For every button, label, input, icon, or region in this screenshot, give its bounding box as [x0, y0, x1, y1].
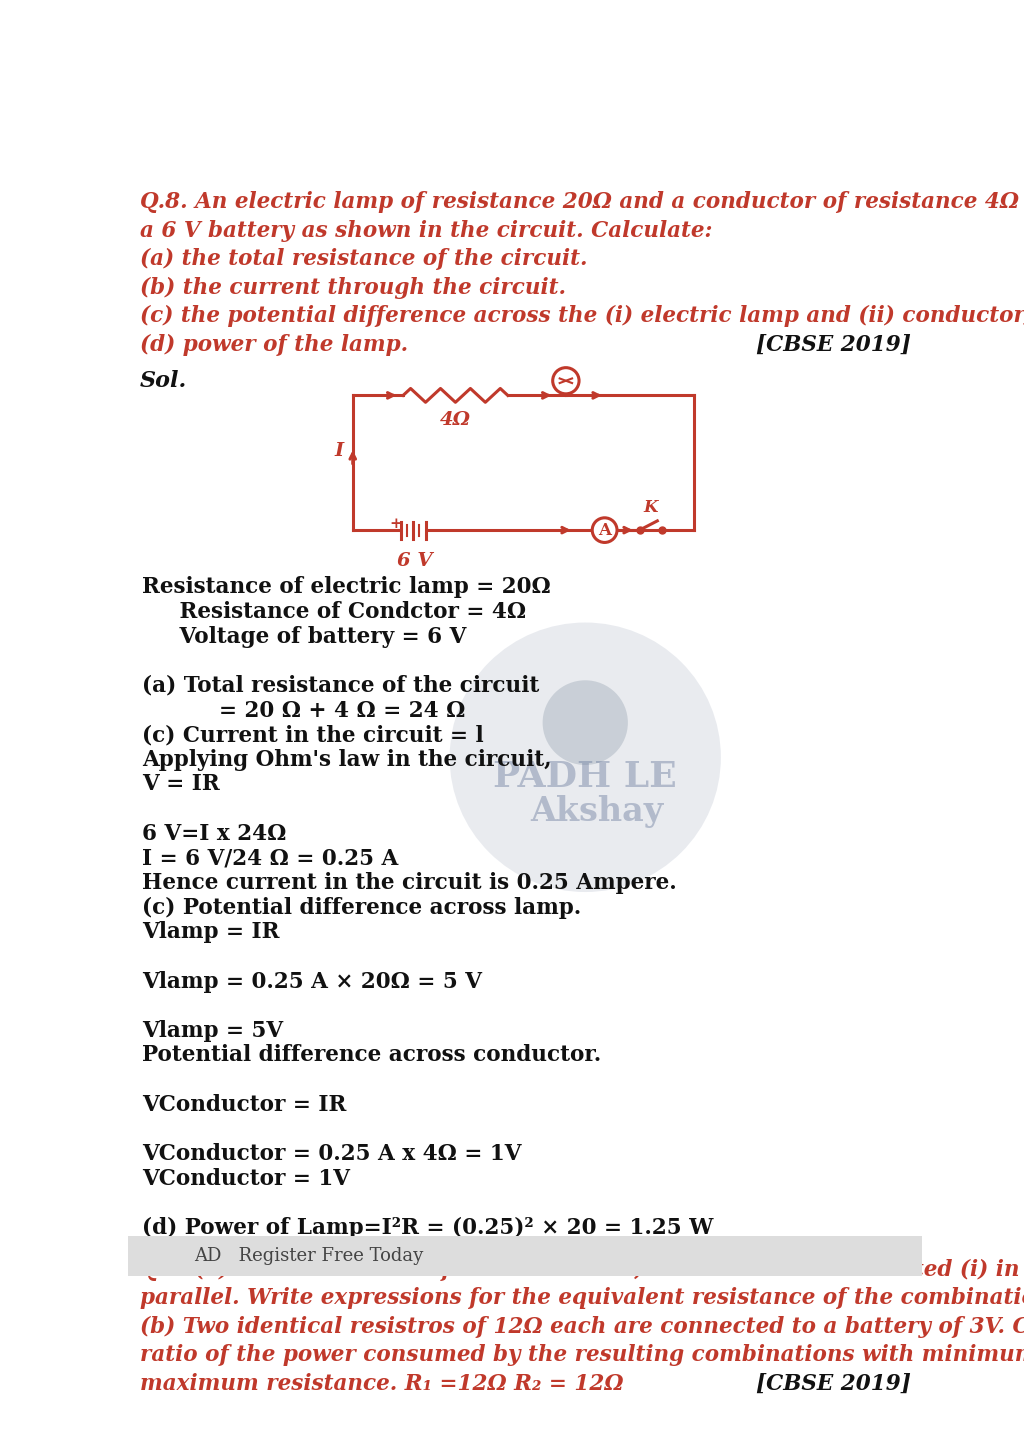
- Text: VConductor = IR: VConductor = IR: [142, 1094, 346, 1116]
- Text: Resistance of Condctor = 4Ω: Resistance of Condctor = 4Ω: [142, 601, 526, 622]
- Text: Hence current in the circuit is 0.25 Ampere.: Hence current in the circuit is 0.25 Amp…: [142, 872, 677, 893]
- Text: (a) the total resistance of the circuit.: (a) the total resistance of the circuit.: [139, 248, 587, 271]
- Text: Q.8. An electric lamp of resistance 20Ω and a conductor of resistance 4Ω are con: Q.8. An electric lamp of resistance 20Ω …: [139, 191, 1024, 214]
- Text: Q.9. (a) Three resistors of resistances R1, R2 and R3 are connected (i) in serie: Q.9. (a) Three resistors of resistances …: [139, 1259, 1024, 1281]
- Text: parallel. Write expressions for the equivalent resistance of the combination in : parallel. Write expressions for the equi…: [139, 1288, 1024, 1309]
- Text: [CBSE 2019]: [CBSE 2019]: [756, 334, 910, 356]
- Text: (c) Current in the circuit = l: (c) Current in the circuit = l: [142, 724, 483, 746]
- Circle shape: [450, 622, 721, 892]
- Text: Vlamp = 5V: Vlamp = 5V: [142, 1020, 283, 1043]
- Text: ratio of the power consumed by the resulting combinations with minimum resistanc: ratio of the power consumed by the resul…: [139, 1344, 1024, 1367]
- Text: (d) Power of Lamp=I²R = (0.25)² × 20 = 1.25 W: (d) Power of Lamp=I²R = (0.25)² × 20 = 1…: [142, 1217, 714, 1239]
- Text: A: A: [598, 522, 611, 539]
- Text: (c) the potential difference across the (i) electric lamp and (ii) conductor, an: (c) the potential difference across the …: [139, 305, 1024, 327]
- Text: 4Ω: 4Ω: [440, 410, 471, 429]
- Text: VConductor = 1V: VConductor = 1V: [142, 1167, 350, 1190]
- Text: 6 V: 6 V: [397, 552, 432, 569]
- Text: (b) Two identical resistros of 12Ω each are connected to a battery of 3V. Calcul: (b) Two identical resistros of 12Ω each …: [139, 1315, 1024, 1338]
- Text: VConductor = 0.25 A x 4Ω = 1V: VConductor = 0.25 A x 4Ω = 1V: [142, 1143, 521, 1164]
- Text: Akshay: Akshay: [530, 794, 664, 827]
- Text: = 20 Ω + 4 Ω = 24 Ω: = 20 Ω + 4 Ω = 24 Ω: [174, 700, 466, 721]
- Text: Potential difference across conductor.: Potential difference across conductor.: [142, 1044, 601, 1067]
- Text: Vlamp = IR: Vlamp = IR: [142, 921, 280, 944]
- Circle shape: [543, 680, 628, 764]
- Text: (c) Potential difference across lamp.: (c) Potential difference across lamp.: [142, 896, 582, 919]
- Text: (a) Total resistance of the circuit: (a) Total resistance of the circuit: [142, 675, 540, 697]
- Text: Sol.: Sol.: [139, 370, 186, 391]
- Text: I = 6 V/24 Ω = 0.25 A: I = 6 V/24 Ω = 0.25 A: [142, 847, 398, 869]
- Circle shape: [592, 518, 617, 542]
- Text: a 6 V battery as shown in the circuit. Calculate:: a 6 V battery as shown in the circuit. C…: [139, 219, 712, 242]
- Text: maximum resistance. R₁ =12Ω R₂ = 12Ω: maximum resistance. R₁ =12Ω R₂ = 12Ω: [139, 1372, 624, 1394]
- Text: PADH LE: PADH LE: [494, 760, 677, 793]
- Text: V = IR: V = IR: [142, 773, 220, 796]
- Text: [CBSE 2019]: [CBSE 2019]: [756, 1372, 910, 1394]
- Text: (d) power of the lamp.: (d) power of the lamp.: [139, 334, 408, 356]
- Text: (b) the current through the circuit.: (b) the current through the circuit.: [139, 277, 565, 298]
- Text: Applying Ohm's law in the circuit,: Applying Ohm's law in the circuit,: [142, 749, 552, 771]
- Text: AD   Register Free Today: AD Register Free Today: [194, 1248, 423, 1265]
- Text: K: K: [644, 499, 658, 516]
- Text: I: I: [334, 442, 343, 460]
- Text: +: +: [389, 518, 401, 531]
- Text: Voltage of battery = 6 V: Voltage of battery = 6 V: [142, 625, 466, 648]
- Text: Vlamp = 0.25 A × 20Ω = 5 V: Vlamp = 0.25 A × 20Ω = 5 V: [142, 971, 482, 992]
- Bar: [128, 1236, 922, 1276]
- Text: Resistance of electric lamp = 20Ω: Resistance of electric lamp = 20Ω: [142, 576, 551, 598]
- Text: 6 V=I x 24Ω: 6 V=I x 24Ω: [142, 823, 287, 845]
